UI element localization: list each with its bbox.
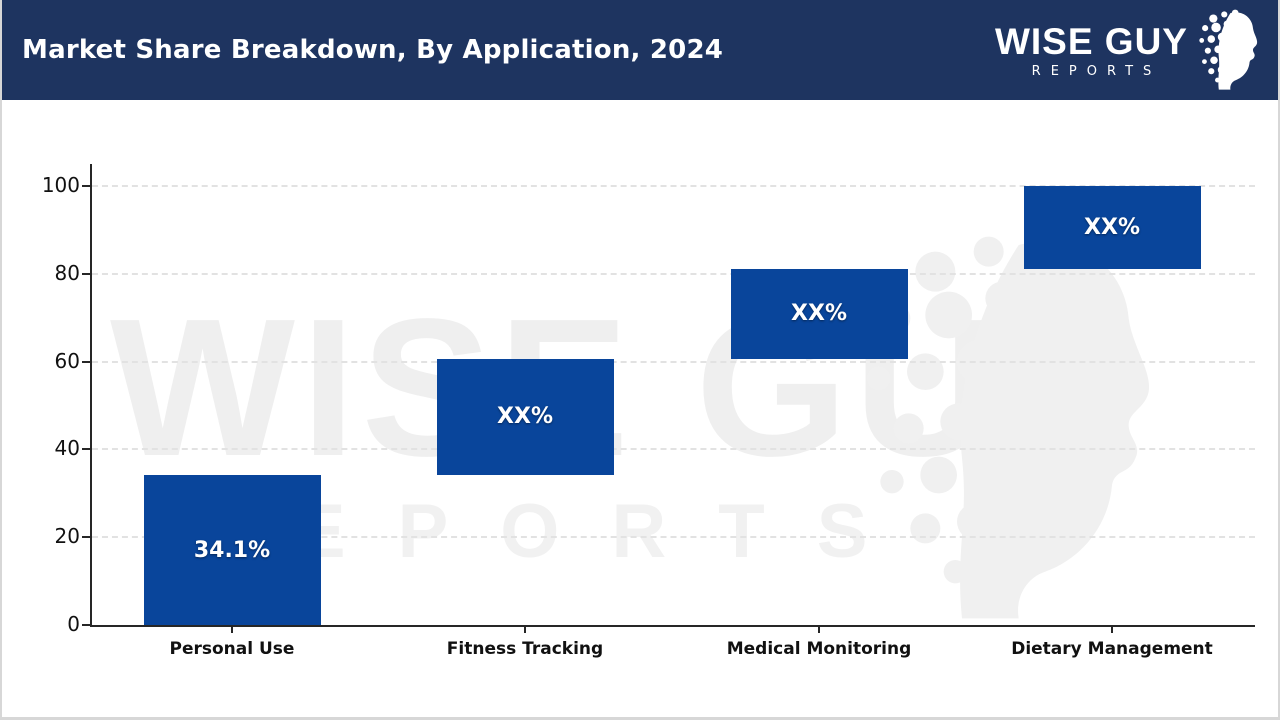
y-tick-mark-100 <box>82 185 91 187</box>
x-axis-label-personal-use: Personal Use <box>169 639 295 659</box>
bar-value-label-fitness-tracking: XX% <box>497 404 553 430</box>
page-title: Market Share Breakdown, By Application, … <box>22 35 724 65</box>
logo-text: WISE GUY REPORTS <box>995 23 1188 78</box>
x-tick-mark-fitness-tracking <box>524 625 526 633</box>
x-axis-label-medical-monitoring: Medical Monitoring <box>726 639 912 659</box>
logo-wordmark: WISE GUY <box>994 20 1188 62</box>
gridline-80 <box>92 272 1255 275</box>
chart-area: WISE GUY REPORTS 0 20 40 60 80 100 34.1% Person… <box>2 100 1278 717</box>
wiseguy-logo: WISE GUY REPORTS <box>995 9 1264 91</box>
bar-value-label-medical-monitoring: XX% <box>791 301 847 327</box>
x-tick-mark-dietary-management <box>1111 625 1113 633</box>
y-tick-label-20: 20 <box>54 524 80 549</box>
bar-value-label-personal-use: 34.1% <box>193 537 271 563</box>
gridline-20 <box>92 536 1255 539</box>
bar-medical-monitoring: XX% <box>730 268 908 359</box>
y-tick-label-100: 100 <box>41 173 80 197</box>
x-tick-mark-personal-use <box>231 625 233 633</box>
watermark-wordmark: WISE GUY <box>110 278 1139 497</box>
gridline-100 <box>92 185 1255 187</box>
y-tick-label-0: 0 <box>67 612 80 636</box>
bar-dietary-management: XX% <box>1023 186 1201 269</box>
gridline-60 <box>92 360 1255 363</box>
y-tick-label-80: 80 <box>54 260 80 285</box>
x-axis-label-dietary-management: Dietary Management <box>1011 639 1213 659</box>
header: Market Share Breakdown, By Application, … <box>2 0 1278 100</box>
y-tick-mark-20 <box>82 536 91 539</box>
y-tick-label-40: 40 <box>54 436 80 461</box>
x-tick-mark-medical-monitoring <box>818 625 820 633</box>
x-axis-spine <box>90 625 1255 627</box>
x-axis-label-fitness-tracking: Fitness Tracking <box>446 639 604 659</box>
y-tick-mark-0 <box>82 624 91 626</box>
logo-subtitle: REPORTS <box>1031 63 1162 79</box>
y-tick-mark-80 <box>82 272 91 275</box>
y-tick-mark-60 <box>82 360 91 363</box>
y-tick-mark-40 <box>82 448 91 451</box>
watermark-subtitle: REPORTS <box>188 489 920 574</box>
bar-value-label-dietary-management: XX% <box>1084 214 1140 240</box>
logo-head-icon <box>1199 9 1258 90</box>
bar-personal-use: 34.1% <box>143 475 321 625</box>
gridline-40 <box>92 448 1255 451</box>
y-axis-spine <box>90 164 92 627</box>
y-tick-label-60: 60 <box>54 348 80 373</box>
bar-fitness-tracking: XX% <box>436 358 614 476</box>
